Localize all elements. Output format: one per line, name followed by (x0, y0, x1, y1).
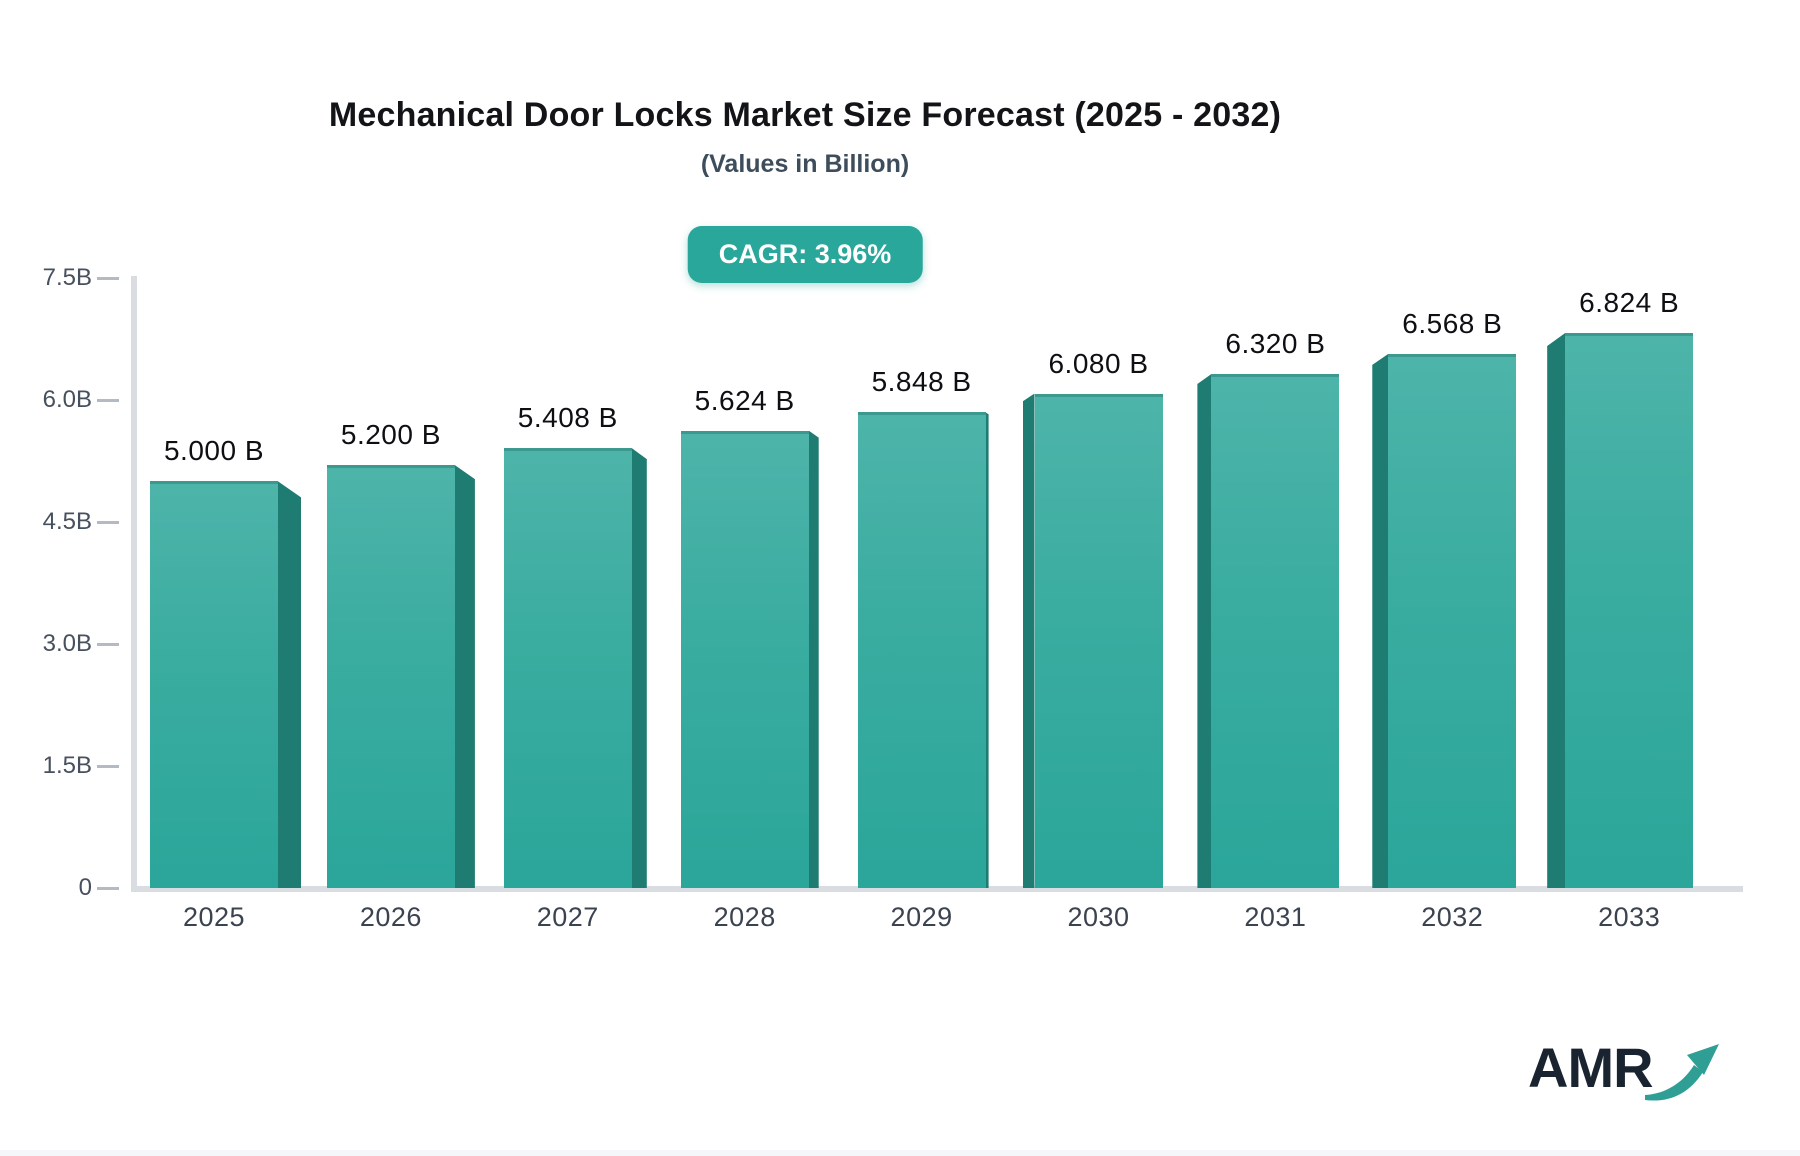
bar-side-face (278, 481, 301, 888)
growth-arrow-icon (1643, 1042, 1727, 1113)
x-tick-label: 2030 (1067, 902, 1130, 932)
bar (1034, 393, 1163, 888)
y-tick-label: 4.5B (42, 508, 92, 535)
bar-value-label: 5.000 B (163, 435, 265, 467)
bar-value-label: 6.824 B (1579, 287, 1680, 318)
chart-subtitle: (Values in Billion) (700, 150, 910, 178)
bar-side-face (985, 412, 989, 888)
y-tick-label: 7.5B (42, 264, 92, 292)
bar-side-face (808, 430, 819, 888)
x-axis-line (131, 886, 1743, 892)
bar (1211, 373, 1340, 888)
x-tick-label: 2029 (890, 902, 953, 932)
bar-side-face (454, 465, 475, 888)
y-tick-label: 1.5B (42, 752, 92, 779)
cagr-badge: CAGR: 3.96% (687, 226, 923, 283)
bar-side-face (1022, 393, 1035, 888)
y-tick-dash (97, 642, 119, 646)
x-tick-label: 2028 (713, 902, 776, 932)
bar (503, 448, 632, 888)
bar (1565, 333, 1694, 888)
chart-title: Mechanical Door Locks Market Size Foreca… (328, 96, 1282, 134)
amr-logo: AMR (1528, 1036, 1727, 1113)
y-tick-dash (97, 276, 119, 280)
x-tick-label: 2031 (1244, 902, 1307, 932)
bar-side-face (1547, 333, 1566, 888)
bar (150, 481, 278, 888)
x-tick-label: 2027 (536, 902, 599, 932)
bar-value-label: 5.200 B (340, 419, 441, 451)
bar-value-label: 6.568 B (1402, 307, 1503, 339)
y-tick-dash (97, 398, 119, 402)
y-tick-dash (97, 764, 119, 768)
y-tick-label: 0 (78, 874, 92, 901)
x-tick-label: 2032 (1421, 902, 1484, 932)
y-axis-line (131, 276, 137, 892)
bar-value-label: 6.320 B (1225, 327, 1326, 359)
x-tick-label: 2033 (1598, 902, 1661, 932)
bar (1388, 353, 1517, 888)
x-tick-label: 2026 (359, 902, 422, 932)
bar-side-face (1372, 353, 1389, 888)
y-tick-dash (97, 520, 119, 524)
amr-logo-text: AMR (1528, 1036, 1654, 1099)
y-tick-label: 6.0B (42, 386, 92, 414)
bar-value-label: 5.624 B (694, 384, 795, 416)
bar-side-face (1197, 373, 1212, 888)
bar-side-face (631, 448, 647, 888)
bar (857, 412, 986, 888)
bar (680, 430, 809, 888)
bar (326, 465, 455, 888)
bottom-edge-strip (0, 1150, 1800, 1156)
bar-value-label: 6.080 B (1048, 347, 1149, 379)
x-tick-label: 2025 (182, 902, 246, 932)
bar-value-label: 5.848 B (871, 366, 972, 398)
y-tick-dash (97, 886, 119, 890)
y-tick-label: 3.0B (42, 630, 92, 657)
bar-value-label: 5.408 B (517, 402, 618, 434)
